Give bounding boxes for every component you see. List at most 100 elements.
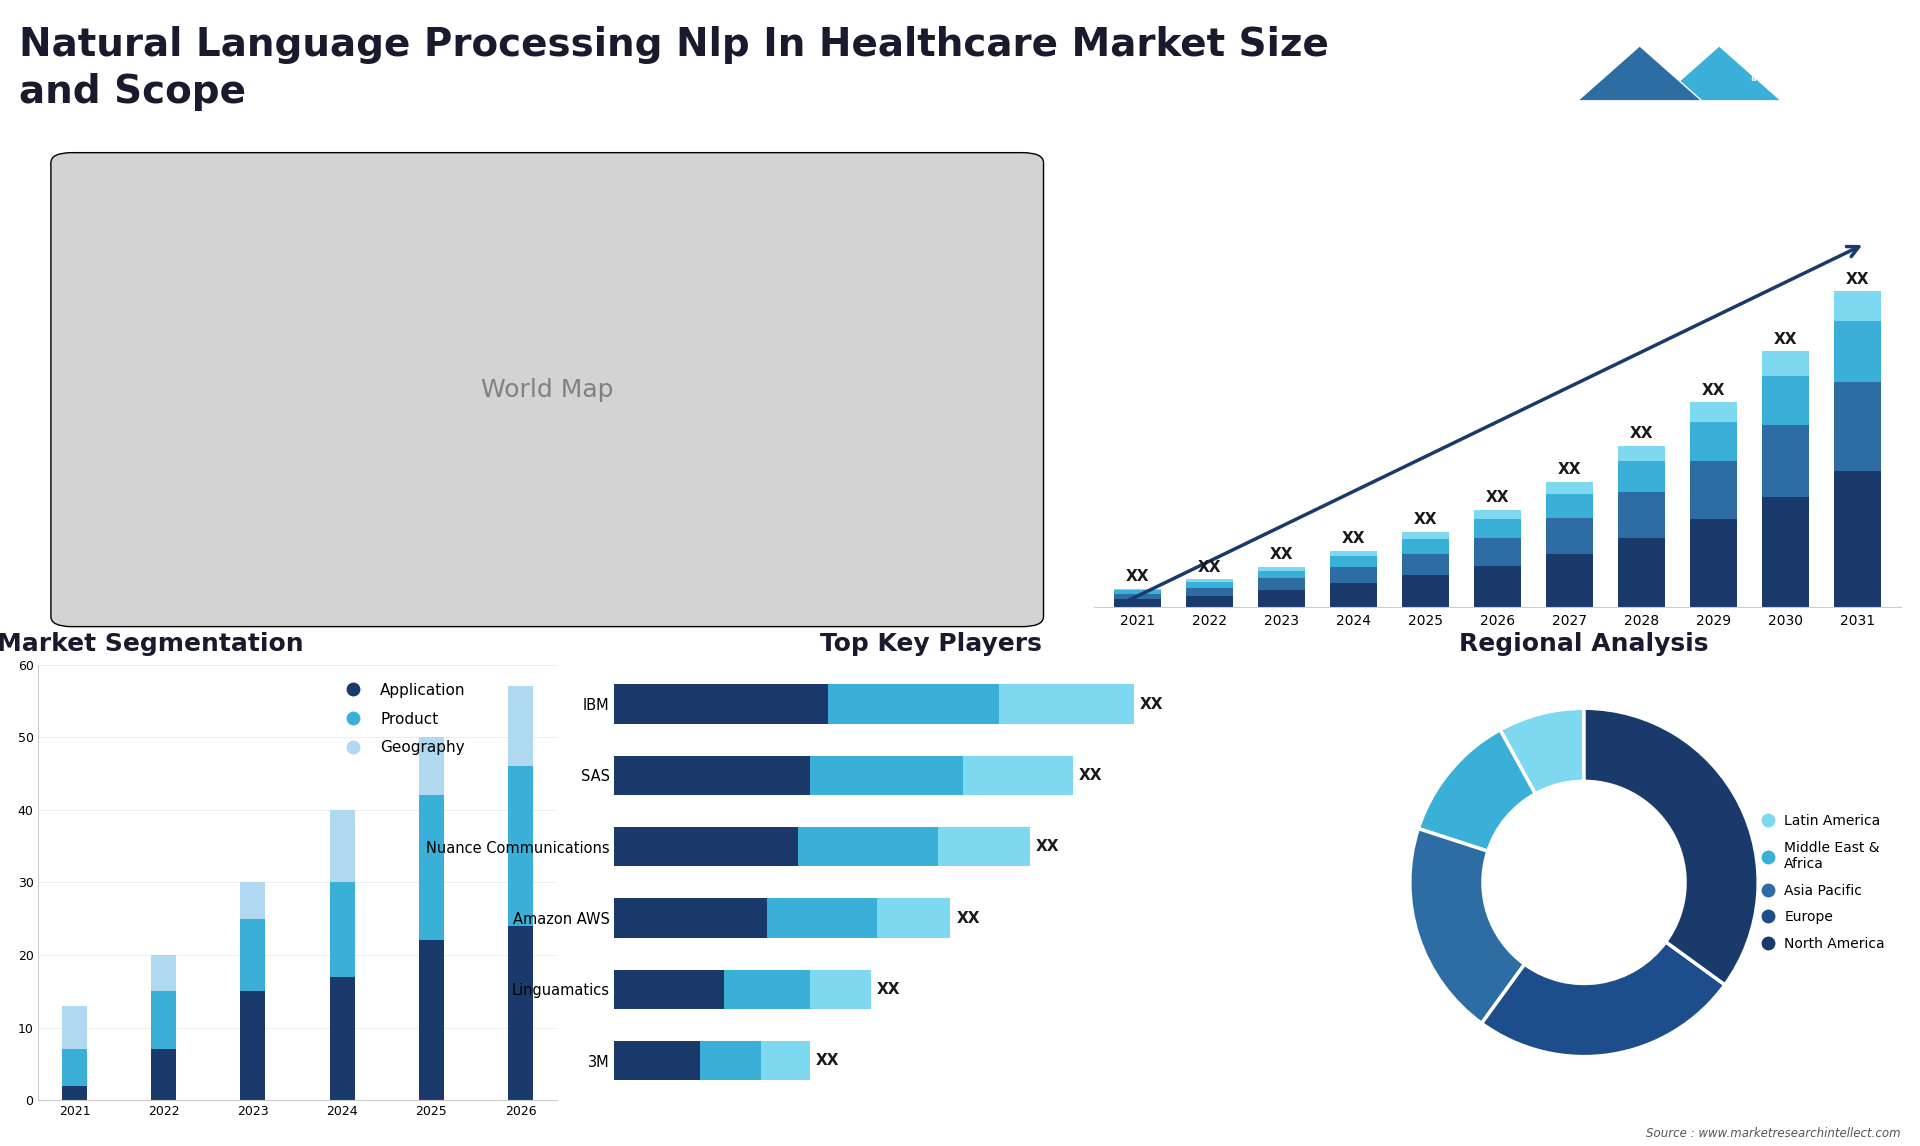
Text: XX: XX (1845, 272, 1870, 286)
Bar (1763, 497, 1809, 607)
FancyBboxPatch shape (50, 152, 1044, 627)
Bar (614, 1041, 701, 1081)
Bar (1763, 352, 1809, 376)
Text: XX: XX (1037, 839, 1060, 854)
Text: XX: XX (1079, 768, 1102, 783)
Bar (939, 827, 1029, 866)
Bar (998, 684, 1133, 724)
Bar (419, 795, 444, 941)
Bar (152, 955, 177, 991)
Bar (1114, 589, 1162, 590)
Wedge shape (1482, 942, 1724, 1057)
Text: XX: XX (1486, 490, 1509, 505)
Bar (1690, 519, 1738, 607)
Bar (810, 970, 872, 1008)
Bar (419, 737, 444, 795)
Bar (1763, 376, 1809, 425)
Bar (1475, 519, 1521, 537)
Bar (1402, 554, 1450, 575)
Bar (1619, 461, 1665, 492)
Bar (810, 756, 962, 795)
Bar (1475, 510, 1521, 519)
Bar (1331, 551, 1377, 557)
Text: XX: XX (1140, 697, 1164, 712)
Polygon shape (1657, 46, 1782, 101)
Bar (509, 767, 534, 926)
Bar (1763, 425, 1809, 497)
Text: XX: XX (1774, 331, 1797, 346)
Bar (701, 1041, 760, 1081)
Bar (419, 941, 444, 1100)
Title: Top Key Players: Top Key Players (820, 631, 1043, 656)
Text: Market Segmentation: Market Segmentation (0, 631, 303, 656)
Wedge shape (1419, 730, 1536, 851)
Bar (1619, 537, 1665, 607)
Bar (61, 1006, 86, 1050)
Bar (614, 970, 724, 1008)
Text: XX: XX (816, 1053, 839, 1068)
Bar (1834, 321, 1882, 382)
Bar (1114, 590, 1162, 594)
Text: XX: XX (1557, 462, 1582, 477)
Bar (1402, 532, 1450, 540)
Text: XX: XX (877, 982, 900, 997)
Bar (962, 756, 1073, 795)
Bar (61, 1050, 86, 1085)
Bar (1402, 540, 1450, 554)
Bar (768, 898, 877, 937)
Polygon shape (1578, 46, 1701, 101)
Bar (152, 991, 177, 1050)
Bar (1114, 594, 1162, 599)
Bar (1834, 471, 1882, 607)
Bar (61, 1085, 86, 1100)
Bar (240, 919, 265, 991)
Bar (1546, 481, 1594, 494)
Legend: Latin America, Middle East &
Africa, Asia Pacific, Europe, North America: Latin America, Middle East & Africa, Asi… (1757, 809, 1891, 956)
Bar (1187, 596, 1233, 607)
Text: XX: XX (1198, 559, 1221, 575)
Bar (509, 926, 534, 1100)
Bar (1331, 583, 1377, 607)
Bar (1258, 567, 1306, 571)
Bar (828, 684, 998, 724)
Bar (1546, 554, 1594, 607)
Title: Regional Analysis: Regional Analysis (1459, 631, 1709, 656)
Legend: Application, Product, Geography: Application, Product, Geography (330, 676, 472, 761)
Bar (1331, 557, 1377, 567)
Bar (1258, 579, 1306, 590)
Bar (1258, 571, 1306, 579)
Text: World Map: World Map (480, 378, 614, 401)
Bar (1546, 518, 1594, 554)
Bar (614, 898, 768, 937)
Text: XX: XX (1701, 383, 1726, 398)
Bar (1402, 575, 1450, 607)
Text: XX: XX (1413, 512, 1438, 527)
Bar (1475, 537, 1521, 565)
Text: XX: XX (1269, 548, 1294, 563)
Text: MARKET
RESEARCH
INTELLECT: MARKET RESEARCH INTELLECT (1751, 50, 1805, 83)
Bar (614, 827, 797, 866)
Bar (1258, 590, 1306, 607)
Bar (1331, 567, 1377, 583)
Bar (240, 882, 265, 919)
Bar (330, 976, 355, 1100)
Text: Natural Language Processing Nlp In Healthcare Market Size
and Scope: Natural Language Processing Nlp In Healt… (19, 25, 1329, 111)
Bar (724, 970, 810, 1008)
Text: XX: XX (1630, 426, 1653, 441)
Bar (330, 810, 355, 882)
Text: XX: XX (1342, 532, 1365, 547)
Bar (797, 827, 939, 866)
Bar (1834, 291, 1882, 321)
Bar (1690, 422, 1738, 461)
Bar (330, 882, 355, 976)
Bar (240, 991, 265, 1100)
Bar (614, 684, 828, 724)
Wedge shape (1409, 829, 1524, 1023)
Wedge shape (1500, 708, 1584, 794)
Text: XX: XX (956, 911, 979, 926)
Circle shape (1482, 782, 1686, 983)
Bar (509, 686, 534, 767)
Bar (760, 1041, 810, 1081)
Bar (1187, 580, 1233, 582)
Text: Source : www.marketresearchintellect.com: Source : www.marketresearchintellect.com (1645, 1128, 1901, 1140)
